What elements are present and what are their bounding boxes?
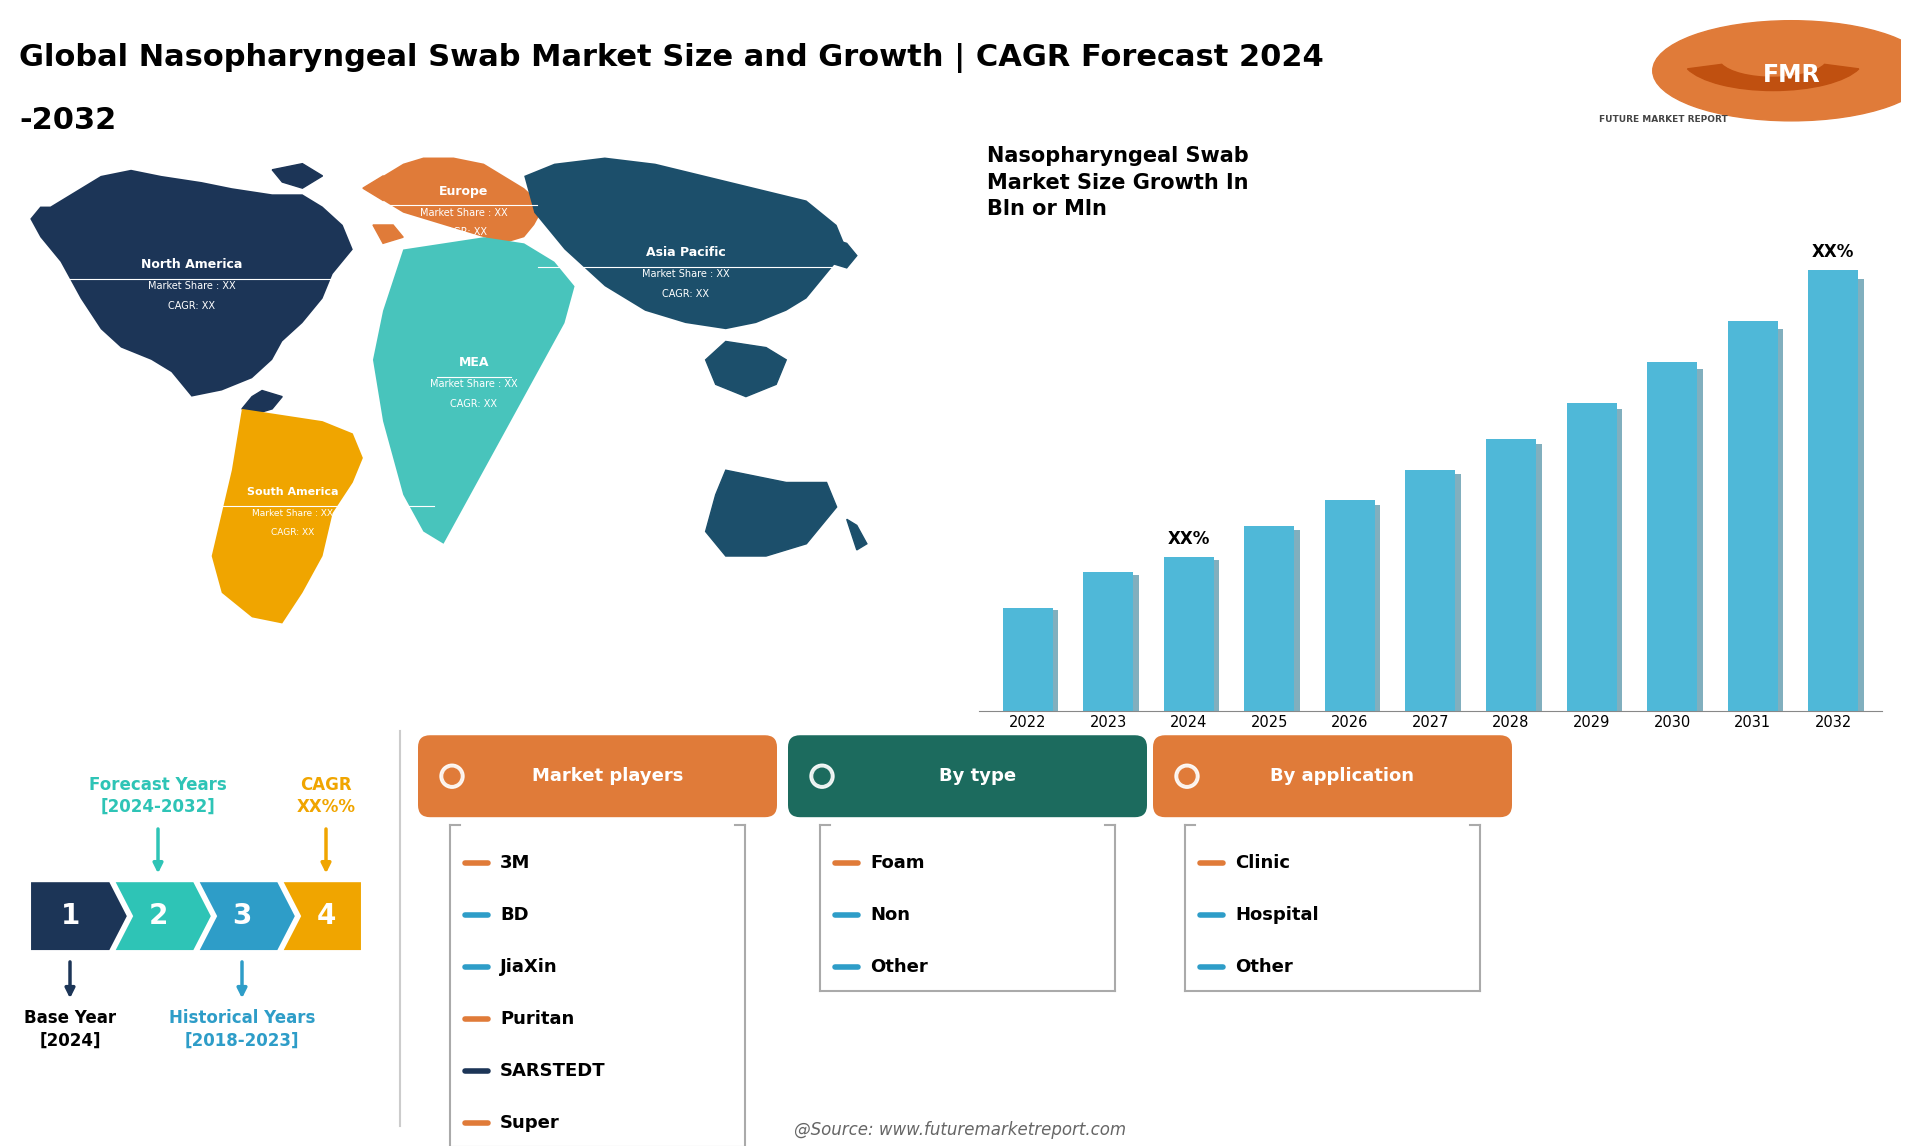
Text: FUTURE MARKET REPORT: FUTURE MARKET REPORT — [1599, 115, 1728, 124]
Bar — [1411, 474, 1461, 711]
Bar — [1486, 439, 1536, 711]
Text: Asia Pacific: Asia Pacific — [645, 246, 726, 259]
Text: 2: 2 — [148, 902, 167, 931]
Text: Super: Super — [499, 1114, 561, 1132]
Bar — [1331, 504, 1380, 711]
Text: Market players: Market players — [532, 767, 684, 785]
FancyBboxPatch shape — [1154, 736, 1513, 817]
Text: Puritan: Puritan — [499, 1010, 574, 1028]
Bar — [1325, 501, 1375, 711]
Text: SARSTEDT: SARSTEDT — [499, 1062, 605, 1080]
Text: Market Share : XX: Market Share : XX — [641, 269, 730, 278]
Text: JiaXin: JiaXin — [499, 958, 557, 976]
Polygon shape — [816, 237, 856, 268]
Text: -2032: -2032 — [19, 107, 117, 135]
Text: Hospital: Hospital — [1235, 906, 1319, 924]
Wedge shape — [1688, 64, 1859, 91]
Text: Clinic: Clinic — [1235, 854, 1290, 872]
Text: South America: South America — [246, 487, 338, 496]
Bar — [1164, 557, 1213, 711]
Circle shape — [440, 764, 465, 788]
Text: BD: BD — [499, 906, 528, 924]
Text: Nasopharyngeal Swab
Market Size Growth In
Bln or Mln: Nasopharyngeal Swab Market Size Growth I… — [987, 147, 1250, 219]
Bar — [1169, 560, 1219, 711]
Polygon shape — [211, 409, 363, 623]
Text: Market Share : XX: Market Share : XX — [420, 207, 507, 218]
Text: Other: Other — [1235, 958, 1292, 976]
Text: Other: Other — [870, 958, 927, 976]
Bar — [1008, 610, 1058, 711]
Polygon shape — [707, 470, 837, 556]
Text: Foam: Foam — [870, 854, 925, 872]
Text: Market Share : XX: Market Share : XX — [148, 281, 236, 291]
Bar — [1089, 575, 1139, 711]
Text: CAGR: XX: CAGR: XX — [662, 289, 708, 299]
Bar — [1250, 529, 1300, 711]
Bar — [1405, 470, 1455, 711]
Circle shape — [814, 768, 829, 784]
Bar — [1083, 572, 1133, 711]
Text: 3: 3 — [232, 902, 252, 931]
Text: XX%: XX% — [1812, 243, 1855, 260]
Circle shape — [1653, 21, 1920, 120]
Text: CAGR: XX: CAGR: XX — [169, 301, 215, 311]
Text: North America: North America — [140, 258, 242, 272]
Text: 3M: 3M — [499, 854, 530, 872]
Text: Global Nasopharyngeal Swab Market Size and Growth | CAGR Forecast 2024: Global Nasopharyngeal Swab Market Size a… — [19, 42, 1325, 73]
Text: 1: 1 — [60, 902, 79, 931]
FancyBboxPatch shape — [419, 736, 778, 817]
Bar — [1572, 409, 1622, 711]
Polygon shape — [242, 391, 282, 415]
Text: Historical Years
[2018-2023]: Historical Years [2018-2023] — [169, 1010, 315, 1050]
Text: CAGR
XX%%: CAGR XX%% — [296, 776, 355, 816]
Polygon shape — [113, 881, 211, 951]
Bar — [1244, 526, 1294, 711]
Text: Base Year
[2024]: Base Year [2024] — [23, 1010, 115, 1050]
Circle shape — [1179, 768, 1194, 784]
Polygon shape — [273, 164, 323, 188]
Text: @Source: www.futuremarketreport.com: @Source: www.futuremarketreport.com — [795, 1121, 1125, 1139]
Text: Europe: Europe — [440, 185, 488, 198]
Polygon shape — [707, 342, 787, 397]
Circle shape — [1175, 764, 1198, 788]
Text: Forecast Years
[2024-2032]: Forecast Years [2024-2032] — [88, 776, 227, 816]
Text: FMR: FMR — [1763, 63, 1820, 87]
Bar — [1647, 362, 1697, 711]
Polygon shape — [372, 237, 574, 544]
Bar — [1734, 329, 1784, 711]
Text: 4: 4 — [317, 902, 336, 931]
Text: Non: Non — [870, 906, 910, 924]
Polygon shape — [372, 157, 545, 243]
Text: CAGR: XX: CAGR: XX — [451, 399, 497, 409]
Circle shape — [444, 768, 461, 784]
Bar — [1814, 278, 1864, 711]
Polygon shape — [31, 170, 353, 397]
Text: Market Share : XX: Market Share : XX — [252, 509, 332, 518]
Bar — [1653, 369, 1703, 711]
Text: By application: By application — [1271, 767, 1415, 785]
Polygon shape — [282, 881, 363, 951]
Bar — [1728, 321, 1778, 711]
Bar — [1492, 445, 1542, 711]
Bar — [1567, 403, 1617, 711]
Polygon shape — [372, 225, 403, 243]
Polygon shape — [198, 881, 296, 951]
Text: XX%: XX% — [1167, 529, 1210, 548]
Polygon shape — [847, 519, 868, 550]
Text: Market Share : XX: Market Share : XX — [430, 379, 518, 390]
Circle shape — [810, 764, 833, 788]
Polygon shape — [31, 881, 129, 951]
Bar — [1809, 269, 1859, 711]
Polygon shape — [524, 157, 847, 329]
Bar — [1002, 609, 1052, 711]
Text: By type: By type — [939, 767, 1016, 785]
Text: MEA: MEA — [459, 356, 490, 369]
Polygon shape — [363, 175, 394, 201]
Text: CAGR: XX: CAGR: XX — [440, 227, 488, 237]
Text: CAGR: XX: CAGR: XX — [271, 528, 315, 537]
FancyBboxPatch shape — [787, 736, 1146, 817]
